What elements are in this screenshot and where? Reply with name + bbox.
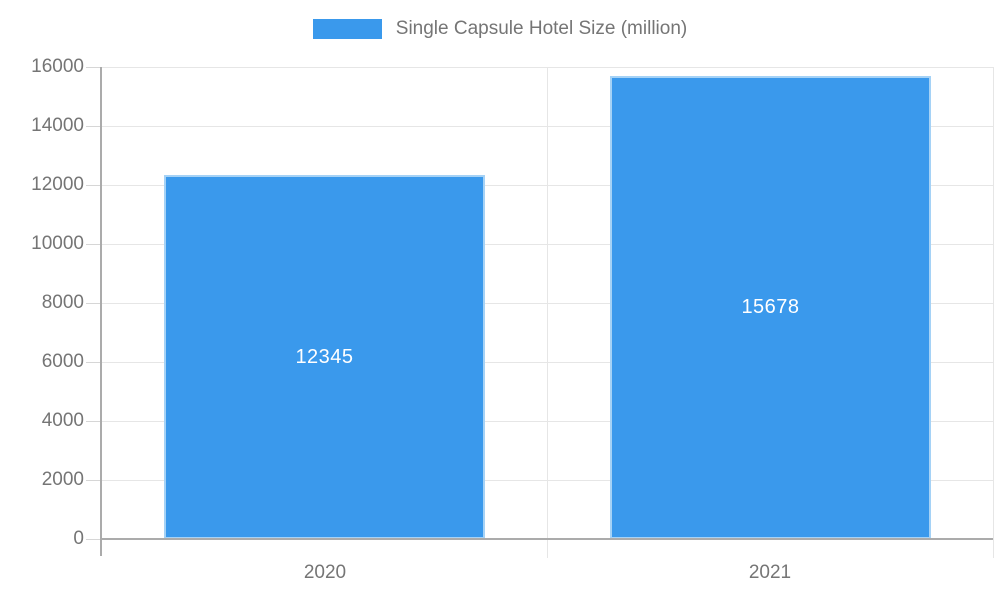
y-axis-label: 10000 (31, 233, 84, 254)
y-axis-label: 2000 (41, 469, 84, 490)
y-tick (86, 125, 102, 127)
y-axis-label: 14000 (31, 115, 84, 136)
y-tick (86, 479, 102, 481)
y-axis-label: 16000 (31, 56, 84, 77)
y-tick (86, 302, 102, 304)
bar-value-label: 15678 (741, 296, 800, 318)
y-tick (86, 184, 102, 186)
legend-swatch-icon (312, 19, 382, 39)
legend[interactable]: Single Capsule Hotel Size (million) (0, 18, 1000, 40)
y-tick (86, 66, 102, 68)
bar-value-label: 12345 (295, 345, 354, 368)
x-axis-label: 2021 (748, 562, 792, 583)
y-axis-label: 8000 (41, 292, 84, 313)
y-axis-line (100, 67, 102, 556)
x-axis-label: 2020 (303, 562, 347, 583)
y-axis-label: 12000 (31, 174, 84, 195)
x-axis-line (100, 538, 993, 540)
y-tick (86, 243, 102, 245)
y-tick (86, 361, 102, 363)
y-axis-label: 4000 (41, 410, 84, 431)
bar-2021[interactable]: 15678 (610, 76, 931, 539)
category-boundary-line (992, 67, 994, 558)
y-tick (86, 538, 102, 540)
y-axis-label: 0 (73, 528, 84, 549)
bar-2020[interactable]: 12345 (164, 175, 485, 539)
y-axis-label: 6000 (41, 351, 84, 372)
category-boundary-line (547, 67, 548, 558)
legend-label: Single Capsule Hotel Size (million) (395, 18, 688, 39)
y-tick (86, 420, 102, 422)
